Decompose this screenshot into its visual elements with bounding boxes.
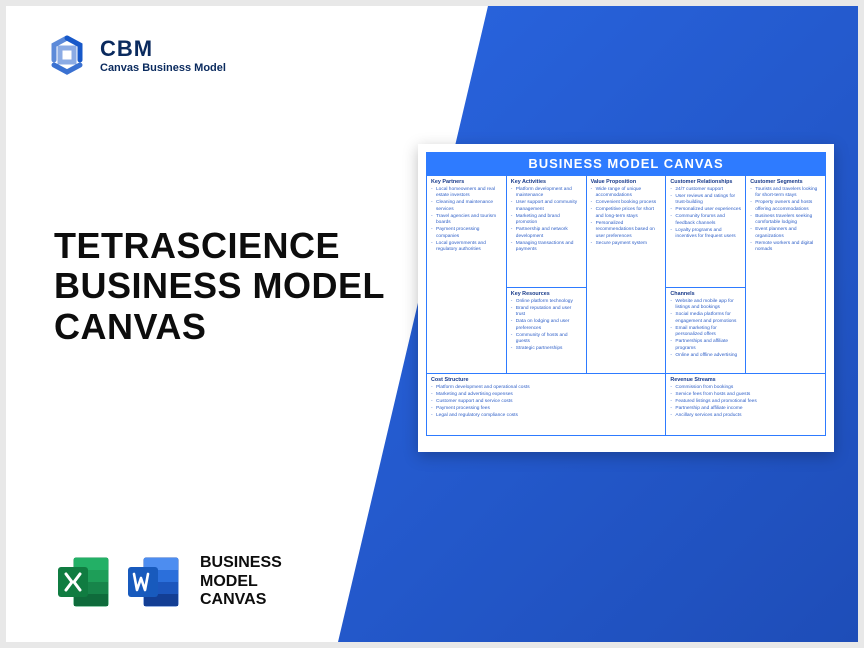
- cell-heading: Key Activities: [511, 179, 582, 185]
- cell-list: Online platform technologyBrand reputati…: [511, 299, 582, 353]
- cell-heading: Cost Structure: [431, 377, 661, 383]
- bmc-preview-card: BUSINESS MODEL CANVAS Key Partners Local …: [418, 144, 834, 452]
- cell-list-item: User reviews and ratings for trust-build…: [670, 194, 741, 207]
- cell-list-item: Convenient booking process: [591, 200, 662, 206]
- slide-frame: CBM Canvas Business Model TETRASCIENCE B…: [6, 6, 858, 642]
- headline-line-1: TETRASCIENCE: [54, 226, 385, 266]
- logo-subtitle: Canvas Business Model: [100, 62, 226, 74]
- cell-list: Tourists and travelers looking for short…: [750, 187, 821, 254]
- cell-list-item: Marketing and advertising expenses: [431, 392, 661, 398]
- cell-list-item: Data on lodging and user preferences: [511, 319, 582, 332]
- cell-list-item: Service fees from hosts and guests: [670, 392, 821, 398]
- cell-list-item: Tourists and travelers looking for short…: [750, 187, 821, 200]
- cell-list-item: Loyalty programs and incentives for freq…: [670, 228, 741, 241]
- main-headline: TETRASCIENCE BUSINESS MODEL CANVAS: [54, 226, 385, 347]
- cell-list-item: Strategic partnerships: [511, 346, 582, 352]
- cell-list-item: Legal and regulatory compliance costs: [431, 413, 661, 419]
- cell-list-item: Business travelers seeking comfortable l…: [750, 214, 821, 227]
- cell-list-item: Email marketing for personalized offers: [670, 326, 741, 339]
- cell-list-item: Secure payment system: [591, 241, 662, 247]
- cell-list-item: Community forums and feedback channels: [670, 214, 741, 227]
- cell-heading: Key Resources: [511, 291, 582, 297]
- cell-list-item: Local homeowners and real estate investo…: [431, 187, 502, 200]
- cell-list: Wide range of unique accommodationsConve…: [591, 187, 662, 247]
- cell-list-item: Platform development and operational cos…: [431, 385, 661, 391]
- cell-key-resources: Key Resources Online platform technologyB…: [507, 288, 587, 374]
- headline-line-2: BUSINESS MODEL: [54, 266, 385, 306]
- cell-list-item: Remote workers and digital nomads: [750, 241, 821, 254]
- cell-list-item: Travel agencies and tourism boards: [431, 214, 502, 227]
- bottom-line-1: BUSINESS: [200, 554, 282, 572]
- cell-list-item: Online and offline advertising: [670, 353, 741, 359]
- logo-text: CBM Canvas Business Model: [100, 36, 226, 74]
- cell-list-item: Community of hosts and guests: [511, 333, 582, 346]
- cell-list-item: Wide range of unique accommodations: [591, 187, 662, 200]
- cell-list-item: Featured listings and promotional fees: [670, 399, 821, 405]
- cell-list: Local homeowners and real estate investo…: [431, 187, 502, 254]
- cell-heading: Customer Relationships: [670, 179, 741, 185]
- cell-heading: Key Partners: [431, 179, 502, 185]
- bmc-title: BUSINESS MODEL CANVAS: [426, 152, 826, 175]
- bottom-line-2: MODEL: [200, 573, 282, 591]
- cell-heading: Channels: [670, 291, 741, 297]
- logo-block: CBM Canvas Business Model: [46, 34, 226, 76]
- cell-list-item: Managing transactions and payments: [511, 241, 582, 254]
- cell-list-item: Online platform technology: [511, 299, 582, 305]
- cell-list-item: Customer support and service costs: [431, 399, 661, 405]
- cell-revenue-streams: Revenue Streams Commission from bookingsS…: [666, 374, 826, 436]
- cell-key-partners: Key Partners Local homeowners and real es…: [427, 176, 507, 374]
- cell-list-item: Payment processing fees: [431, 406, 661, 412]
- cell-list: 24/7 customer supportUser reviews and ra…: [670, 187, 741, 241]
- bottom-line-3: CANVAS: [200, 591, 282, 609]
- excel-icon: [54, 552, 114, 612]
- cell-customer-relationships: Customer Relationships 24/7 customer supp…: [666, 176, 746, 288]
- cell-list: Platform development and maintenanceUser…: [511, 187, 582, 254]
- cell-cost-structure: Cost Structure Platform development and o…: [427, 374, 666, 436]
- cell-list-item: Payment processing companies: [431, 227, 502, 240]
- cell-list-item: Marketing and brand promotion: [511, 214, 582, 227]
- logo-abbrev: CBM: [100, 36, 226, 62]
- cell-list: Website and mobile app for listings and …: [670, 299, 741, 359]
- cell-list: Platform development and operational cos…: [431, 385, 661, 419]
- cell-list-item: User support and community management: [511, 200, 582, 213]
- cell-channels: Channels Website and mobile app for listi…: [666, 288, 746, 374]
- cell-list-item: Partnerships and affiliate programs: [670, 339, 741, 352]
- cell-value-proposition: Value Proposition Wide range of unique ac…: [587, 176, 667, 374]
- cell-list-item: Event planners and organizations: [750, 227, 821, 240]
- bottom-icons-block: BUSINESS MODEL CANVAS: [54, 552, 282, 612]
- cell-key-activities: Key Activities Platform development and m…: [507, 176, 587, 288]
- cell-list-item: Personalized user experiences: [670, 207, 741, 213]
- cell-list-item: Competitive prices for short and long-te…: [591, 207, 662, 220]
- cell-list-item: Social media platforms for engagement an…: [670, 312, 741, 325]
- bmc-grid: Key Partners Local homeowners and real es…: [426, 175, 826, 436]
- cell-list-item: Property owners and hosts offering accom…: [750, 200, 821, 213]
- cbm-logo-icon: [46, 34, 88, 76]
- cell-list: Commission from bookingsService fees fro…: [670, 385, 821, 419]
- cell-list-item: Website and mobile app for listings and …: [670, 299, 741, 312]
- cell-heading: Revenue Streams: [670, 377, 821, 383]
- cell-customer-segments: Customer Segments Tourists and travelers …: [746, 176, 826, 374]
- cell-list-item: Local governments and regulatory authori…: [431, 241, 502, 254]
- bottom-caption: BUSINESS MODEL CANVAS: [200, 554, 282, 609]
- cell-list-item: Partnership and affiliate income: [670, 406, 821, 412]
- cell-list-item: Brand reputation and user trust: [511, 306, 582, 319]
- headline-line-3: CANVAS: [54, 307, 385, 347]
- cell-heading: Value Proposition: [591, 179, 662, 185]
- cell-list-item: 24/7 customer support: [670, 187, 741, 193]
- word-icon: [124, 552, 184, 612]
- cell-heading: Customer Segments: [750, 179, 821, 185]
- cell-list-item: Platform development and maintenance: [511, 187, 582, 200]
- cell-list-item: Commission from bookings: [670, 385, 821, 391]
- cell-list-item: Ancillary services and products: [670, 413, 821, 419]
- cell-list-item: Cleaning and maintenance services: [431, 200, 502, 213]
- cell-list-item: Partnership and network development: [511, 227, 582, 240]
- cell-list-item: Personalized recommendations based on us…: [591, 221, 662, 240]
